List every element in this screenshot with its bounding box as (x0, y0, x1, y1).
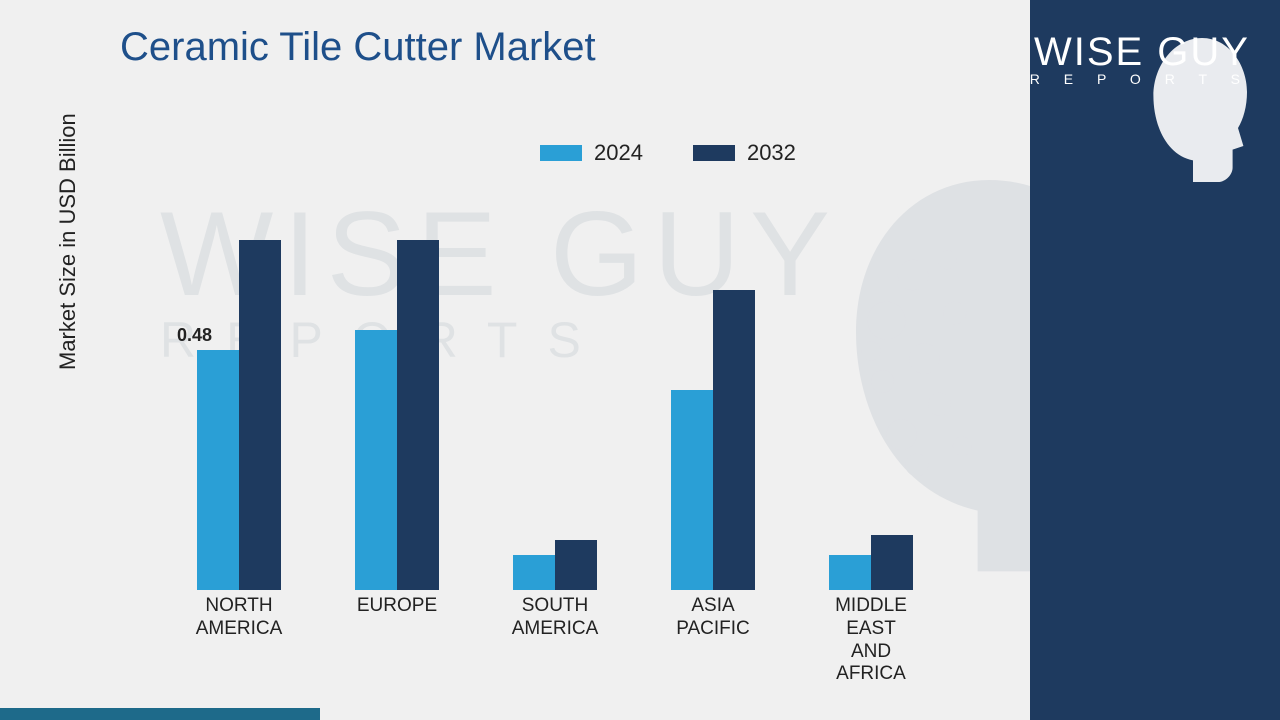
bar-group (653, 290, 773, 590)
brand-logo-main: WISE GUY (1030, 30, 1250, 75)
bar-2032 (239, 240, 281, 590)
brand-logo: WISE GUY R E P O R T S (1030, 30, 1250, 87)
bar-group: 0.48 (179, 240, 299, 590)
x-axis-label: ASIAPACIFIC (653, 595, 773, 686)
chart-title: Ceramic Tile Cutter Market (120, 25, 596, 70)
legend-item-2032: 2032 (693, 140, 796, 166)
brand-logo-sub: R E P O R T S (1030, 71, 1250, 87)
bar-2024 (513, 555, 555, 590)
bar-value-label: 0.48 (177, 325, 212, 346)
x-axis-label: SOUTHAMERICA (495, 595, 615, 686)
bar-2032 (713, 290, 755, 590)
legend-label-2032: 2032 (747, 140, 796, 166)
bar-group (495, 540, 615, 590)
bars-container: 0.48 (160, 190, 950, 590)
legend: 2024 2032 (540, 140, 796, 166)
y-axis-label: Market Size in USD Billion (55, 113, 81, 370)
x-axis-labels: NORTHAMERICA EUROPE SOUTHAMERICA ASIAPACIFI… (160, 595, 950, 686)
bar-group (811, 535, 931, 590)
bar-2032 (871, 535, 913, 590)
bar-2024 (355, 330, 397, 590)
bar-2032 (555, 540, 597, 590)
x-axis-label: NORTHAMERICA (179, 595, 299, 686)
legend-swatch-2032 (693, 145, 735, 161)
legend-item-2024: 2024 (540, 140, 643, 166)
legend-swatch-2024 (540, 145, 582, 161)
bar-chart: 0.48 (100, 190, 950, 590)
legend-label-2024: 2024 (594, 140, 643, 166)
bar-2032 (397, 240, 439, 590)
x-axis-label: EUROPE (337, 595, 457, 686)
bar-2024 (197, 350, 239, 590)
bottom-accent-bar (0, 708, 320, 720)
bar-group (337, 240, 457, 590)
bar-2024 (671, 390, 713, 590)
bar-2024 (829, 555, 871, 590)
x-axis-label: MIDDLEEASTANDAFRICA (811, 595, 931, 686)
